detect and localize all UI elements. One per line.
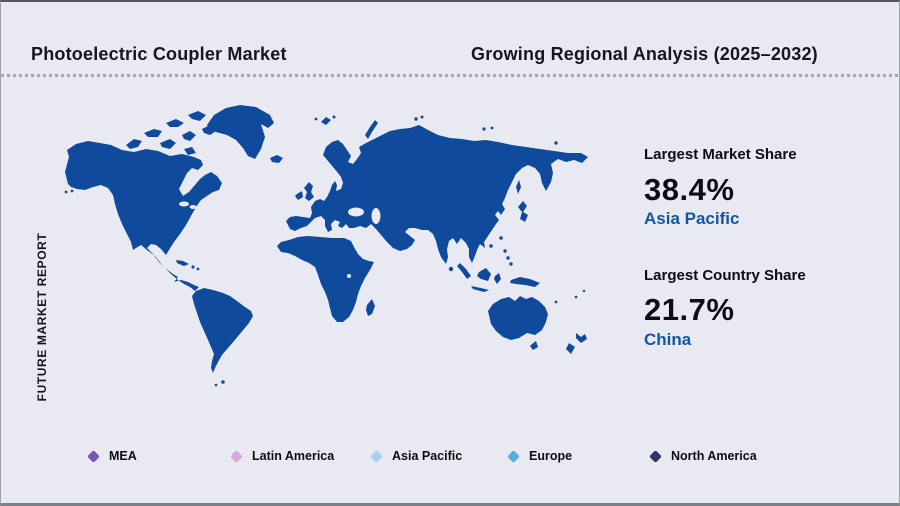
legend-item-latin-america: Latin America <box>230 449 335 463</box>
legend-label: Asia Pacific <box>392 449 463 463</box>
legend-item-europe: Europe <box>507 449 573 463</box>
stat-label-market-share: Largest Market Share <box>644 146 797 163</box>
legend-label: North America <box>671 449 757 463</box>
brand-vertical-label: FUTURE MARKET REPORT <box>35 232 49 402</box>
stat-label-country-share: Largest Country Share <box>644 267 806 284</box>
stat-value-country-share: 21.7% <box>644 292 735 327</box>
region-legend: MEA Latin America Asia Pacific Europe No… <box>1 449 899 469</box>
legend-label: Europe <box>529 449 573 463</box>
asia-pacific-dot-icon <box>370 449 383 463</box>
header-divider <box>1 74 899 77</box>
north-america-dot-icon <box>649 449 662 463</box>
europe-dot-icon <box>507 449 520 463</box>
legend-item-north-america: North America <box>649 449 757 463</box>
legend-item-asia-pacific: Asia Pacific <box>370 449 463 463</box>
stat-value-market-share: 38.4% <box>644 172 735 207</box>
latin-america-dot-icon <box>230 449 243 463</box>
page-title: Photoelectric Coupler Market <box>31 44 287 64</box>
stat-region-country-share: China <box>644 330 692 349</box>
world-map-icon <box>64 105 588 387</box>
mea-dot-icon <box>87 449 100 463</box>
legend-label: Latin America <box>252 449 335 463</box>
stat-region-market-share: Asia Pacific <box>644 209 740 228</box>
legend-label: MEA <box>109 449 137 463</box>
page-subtitle: Growing Regional Analysis (2025–2032) <box>471 44 818 64</box>
legend-item-mea: MEA <box>87 449 137 463</box>
